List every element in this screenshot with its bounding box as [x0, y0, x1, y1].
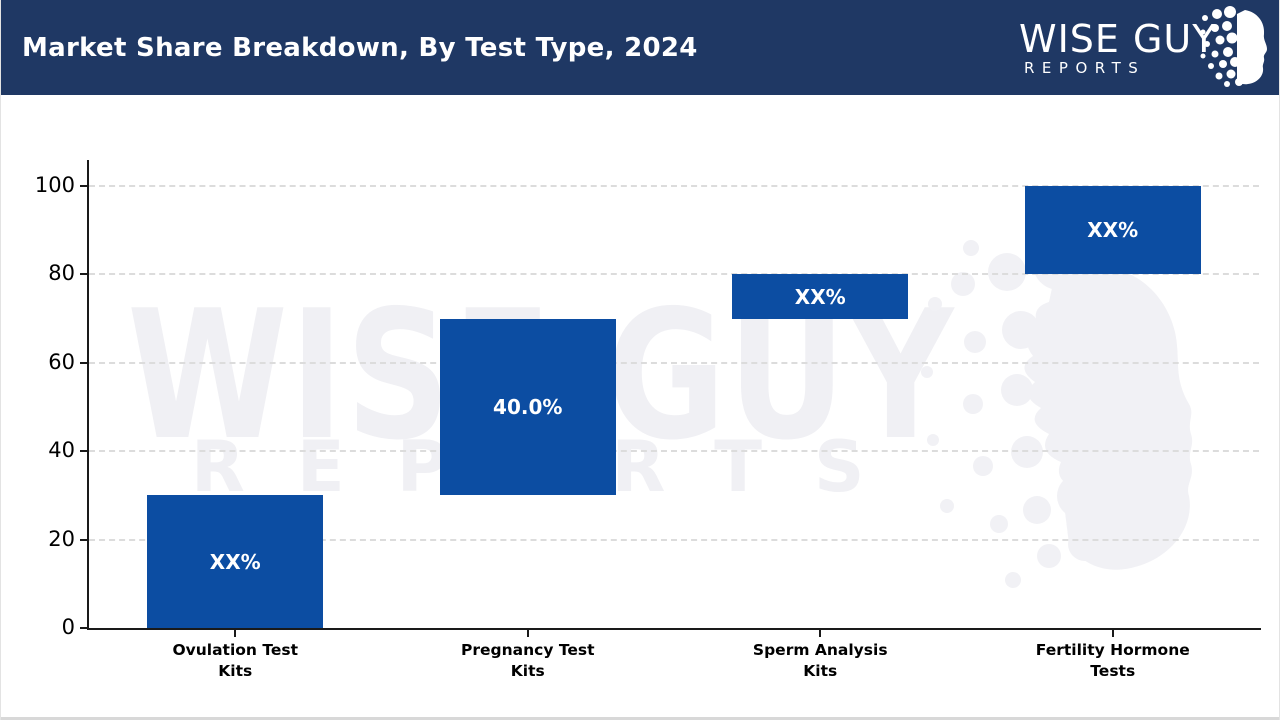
- x-tick-mark: [526, 630, 529, 637]
- x-tick-mark: [1111, 630, 1114, 637]
- gridline: [89, 185, 1259, 187]
- y-tick-label: 40: [48, 438, 75, 463]
- gridline: [89, 361, 1259, 364]
- page-title: Market Share Breakdown, By Test Type, 20…: [22, 32, 698, 63]
- gridline: [89, 273, 1259, 276]
- y-axis-line: [87, 160, 89, 630]
- bar-value-label: XX%: [209, 549, 261, 574]
- x-axis-line: [87, 628, 1261, 630]
- x-tick-mark: [234, 630, 237, 637]
- y-tick-mark: [80, 185, 89, 187]
- y-tick-label: 80: [48, 261, 75, 286]
- x-category-label: Sperm Analysis Kits: [752, 641, 888, 680]
- header: Market Share Breakdown, By Test Type, 20…: [1, 0, 1279, 95]
- y-tick-mark: [80, 361, 89, 364]
- logo-head-icon: [1193, 4, 1269, 96]
- footer-line: [1, 717, 1279, 720]
- logo-text-reports: REPORTS: [1024, 59, 1146, 77]
- y-tick-label: 0: [61, 615, 75, 639]
- bar-value-label: 40.0%: [493, 395, 563, 419]
- bar-value-label: XX%: [794, 284, 846, 309]
- y-tick-mark: [80, 538, 89, 541]
- x-category-label: Fertility Hormone Tests: [1035, 641, 1190, 680]
- gridline: [89, 538, 1259, 541]
- bar: [732, 274, 909, 319]
- y-tick-mark: [80, 273, 89, 276]
- y-tick-label: 60: [48, 349, 75, 374]
- gridline: [89, 450, 1259, 453]
- bar-value-label: XX%: [1087, 218, 1139, 243]
- x-category-label: Ovulation Test Kits: [172, 641, 299, 680]
- y-tick-mark: [80, 450, 89, 453]
- x-category-label: Pregnancy Test Kits: [461, 641, 595, 680]
- logo: WISE GUY REPORTS: [1019, 4, 1269, 92]
- y-tick-label: 100: [34, 173, 75, 197]
- bar: [147, 495, 324, 628]
- x-tick-mark: [819, 630, 822, 637]
- y-tick-mark: [80, 627, 89, 629]
- bar: [439, 318, 616, 496]
- logo-text-wise-guy: WISE GUY: [1019, 17, 1217, 61]
- y-tick-label: 20: [48, 526, 75, 551]
